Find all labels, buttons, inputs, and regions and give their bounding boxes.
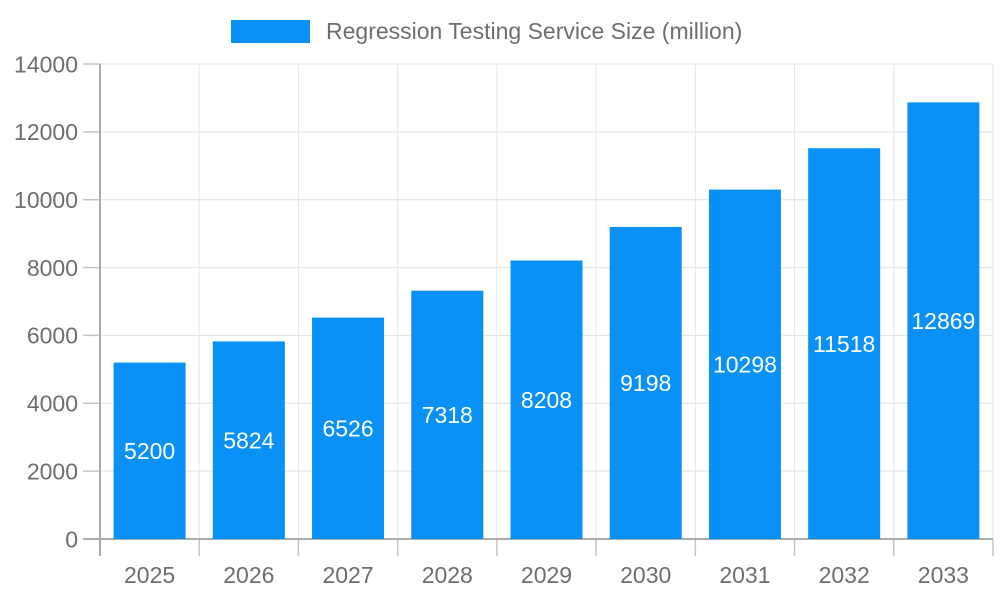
legend-label: Regression Testing Service Size (million… <box>326 17 743 44</box>
bar-value-label: 6526 <box>322 416 373 442</box>
bar-2028 <box>411 290 484 539</box>
legend-swatch <box>231 19 310 43</box>
bar-2030 <box>609 226 682 540</box>
bar-2032 <box>808 148 881 540</box>
y-axis-tick-label: 14000 <box>14 51 78 77</box>
bar-value-label: 11518 <box>813 331 875 357</box>
x-axis-tick-label: 2028 <box>422 562 473 588</box>
bar-2029 <box>510 260 583 539</box>
y-axis-tick-label: 10000 <box>14 187 78 213</box>
bar-value-label: 9198 <box>620 370 671 396</box>
x-axis-tick-label: 2030 <box>620 562 671 588</box>
x-axis-tick-label: 2027 <box>322 562 373 588</box>
y-axis-tick-label: 2000 <box>27 458 78 484</box>
y-axis-tick-label: 6000 <box>27 323 78 349</box>
x-axis-tick-label: 2032 <box>819 562 870 588</box>
bar-2033 <box>907 102 980 539</box>
bar-2026 <box>212 341 285 539</box>
bar-value-label: 10298 <box>713 352 777 378</box>
bar-value-label: 8208 <box>521 387 572 413</box>
legend-item[interactable]: Regression Testing Service Size (million… <box>231 17 742 45</box>
bar-value-label: 7318 <box>422 402 473 428</box>
bar-2027 <box>312 317 385 539</box>
x-axis-tick-label: 2033 <box>918 562 969 588</box>
y-axis-tick-label: 12000 <box>14 119 78 145</box>
bar-value-label: 5200 <box>124 438 175 464</box>
bar-value-label: 12869 <box>911 308 975 334</box>
x-axis-tick-label: 2029 <box>521 562 572 588</box>
x-axis-tick-label: 2026 <box>223 562 274 588</box>
bar-2031 <box>708 189 781 539</box>
bar-2025 <box>113 362 186 539</box>
x-axis-tick-label: 2031 <box>719 562 770 588</box>
y-axis-tick-label: 8000 <box>27 255 78 281</box>
bar-value-label: 5824 <box>223 427 274 453</box>
x-axis-tick-label: 2025 <box>124 562 175 588</box>
y-axis-tick-label: 0 <box>65 526 78 552</box>
y-axis-tick-label: 4000 <box>27 391 78 417</box>
